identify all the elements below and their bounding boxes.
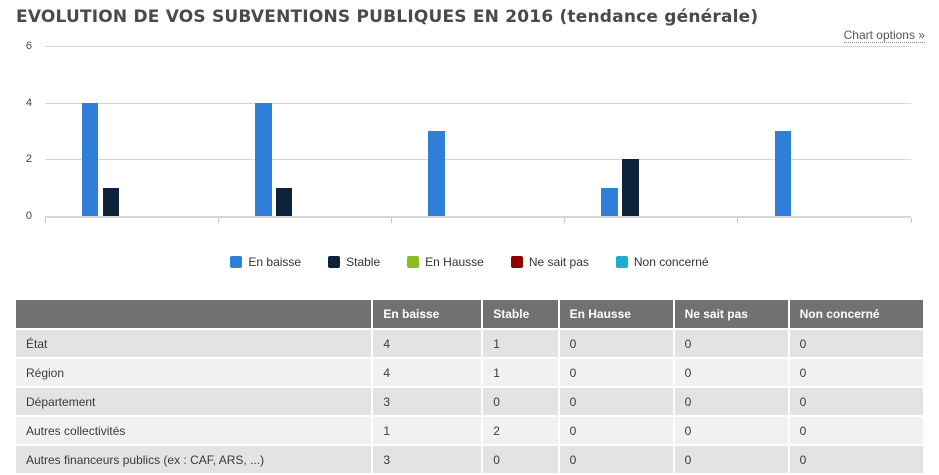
x-axis-tick [44,218,46,223]
results-table: En baisse Stable En Hausse Ne sait pas Non c… [14,298,925,475]
x-axis-tick [910,218,912,223]
chart-header: EVOLUTION DE VOS SUBVENTIONS PUBLIQUES E… [0,0,939,46]
y-axis-label: 6 [25,40,32,52]
legend-item[interactable]: Ne sait pas [510,255,589,269]
cell-value: 0 [559,388,673,415]
legend-item[interactable]: Stable [328,255,380,269]
legend-label: Stable [346,255,381,269]
x-axis-tick [217,218,219,223]
gridline [45,46,911,47]
bar [254,102,272,216]
x-axis-tick [737,218,739,223]
legend-item[interactable]: Non concerné [615,255,709,269]
cell-value: 0 [674,388,788,415]
bar [275,187,293,216]
cell-value: 3 [373,388,482,415]
bar [102,187,120,216]
cell-value: 0 [483,388,558,415]
column-header: En baisse [373,300,482,328]
legend-swatch-icon [510,256,523,268]
cell-value: 0 [483,446,558,473]
cell-value: 0 [559,446,673,473]
bar [81,102,99,216]
column-header: Ne sait pas [674,300,788,328]
plot-area [44,46,912,223]
bar [601,187,618,216]
legend-label: Non concerné [633,255,709,269]
table-row: Autres financeurs publics (ex : CAF, ARS… [16,446,923,473]
legend-label: En baisse [248,255,302,269]
legend-item[interactable]: En Hausse [407,255,484,269]
bar [774,131,792,216]
legend-swatch-icon [407,256,420,268]
column-header: Stable [483,300,558,328]
cell-value: 0 [559,359,673,386]
cell-value: 0 [559,417,673,444]
row-label: Autres financeurs publics (ex : CAF, ARS… [16,446,372,473]
page-title: EVOLUTION DE VOS SUBVENTIONS PUBLIQUES E… [16,7,759,27]
cell-value: 1 [373,417,482,444]
legend-swatch-icon [615,256,628,268]
cell-value: 1 [483,330,558,357]
table-row: Autres collectivités 1 2 0 0 0 [16,417,923,444]
table-row: Département 3 0 0 0 0 [16,388,923,415]
table-header-row: En baisse Stable En Hausse Ne sait pas Non c… [16,300,923,328]
cell-value: 0 [674,417,788,444]
column-header: En Hausse [559,300,673,328]
table-body: État 4 1 0 0 0 Région 4 1 0 0 0 Département 3 0 0 0 0 Autr… [16,330,923,473]
chart-options-link[interactable]: Chart options » [843,28,925,43]
legend-swatch-icon [328,256,341,268]
cell-value: 0 [674,446,788,473]
cell-value: 0 [789,330,923,357]
bar [622,159,639,216]
cell-value: 1 [483,359,558,386]
legend-swatch-icon [230,256,243,268]
table-row: Région 4 1 0 0 0 [16,359,923,386]
legend-label: Ne sait pas [528,255,589,269]
cell-value: 4 [373,330,482,357]
x-axis-line [45,216,911,218]
row-label: Autres collectivités [16,417,372,444]
gridline [45,159,911,161]
column-header [16,300,372,328]
row-label: Région [16,359,372,386]
cell-value: 3 [373,446,482,473]
chart-legend: En baisse Stable En Hausse Ne sait pas Non c… [0,254,939,270]
x-axis-tick [390,218,392,223]
cell-value: 0 [789,417,923,444]
bar [428,131,445,216]
legend-item[interactable]: En baisse [230,255,301,269]
cell-value: 2 [483,417,558,444]
x-axis-tick [564,218,566,223]
table-row: État 4 1 0 0 0 [16,330,923,357]
legend-label: En Hausse [425,255,484,269]
row-label: Département [16,388,372,415]
results-table-wrap: En baisse Stable En Hausse Ne sait pas Non c… [14,298,925,475]
y-axis-label: 0 [25,210,32,222]
cell-value: 0 [789,359,923,386]
gridline [45,102,911,104]
cell-value: 0 [674,330,788,357]
column-header: Non concerné [789,300,923,328]
cell-value: 0 [674,359,788,386]
cell-value: 0 [789,446,923,473]
row-label: État [16,330,372,357]
cell-value: 4 [373,359,482,386]
cell-value: 0 [559,330,673,357]
y-axis-label: 4 [25,96,32,109]
y-axis-label: 2 [25,153,32,166]
bar-chart: 0 2 4 6 [0,40,939,230]
cell-value: 0 [789,388,923,415]
